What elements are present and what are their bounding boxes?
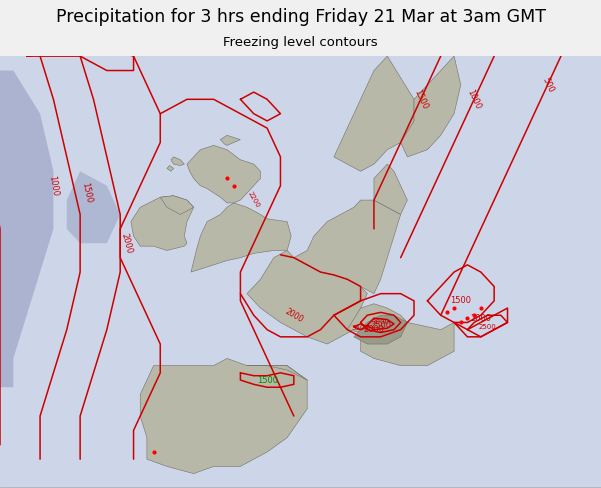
- Text: 2200: 2200: [247, 191, 261, 209]
- Text: 1500: 1500: [257, 376, 278, 385]
- Polygon shape: [401, 56, 461, 157]
- Text: 1500: 1500: [80, 182, 93, 204]
- Text: 2500: 2500: [370, 321, 391, 330]
- Text: 1000: 1000: [466, 88, 483, 111]
- Text: 1000: 1000: [47, 175, 59, 197]
- Polygon shape: [0, 70, 53, 387]
- Text: Freezing level contours: Freezing level contours: [223, 36, 378, 49]
- Text: 2000: 2000: [120, 232, 134, 255]
- Polygon shape: [294, 200, 401, 294]
- Text: 3000: 3000: [371, 320, 389, 325]
- Polygon shape: [160, 196, 194, 215]
- Polygon shape: [187, 145, 260, 203]
- Polygon shape: [221, 135, 240, 145]
- Text: 2000: 2000: [364, 325, 385, 334]
- Polygon shape: [131, 196, 194, 250]
- Polygon shape: [171, 157, 185, 165]
- Text: 1500: 1500: [412, 88, 429, 111]
- Polygon shape: [374, 164, 407, 215]
- Polygon shape: [361, 323, 454, 366]
- Polygon shape: [354, 315, 407, 344]
- Text: 500: 500: [540, 76, 555, 94]
- Text: 2500: 2500: [478, 324, 496, 330]
- Polygon shape: [247, 250, 367, 344]
- Text: 1500: 1500: [450, 296, 471, 305]
- Polygon shape: [334, 56, 414, 171]
- Polygon shape: [191, 203, 291, 272]
- Polygon shape: [67, 171, 120, 243]
- Text: Precipitation for 3 hrs ending Friday 21 Mar at 3am GMT: Precipitation for 3 hrs ending Friday 21…: [55, 8, 546, 26]
- Text: 2000: 2000: [283, 306, 305, 324]
- Text: 2000: 2000: [471, 314, 491, 323]
- Polygon shape: [167, 165, 174, 171]
- Polygon shape: [140, 358, 307, 473]
- Polygon shape: [347, 304, 407, 332]
- Text: 3500: 3500: [352, 325, 370, 331]
